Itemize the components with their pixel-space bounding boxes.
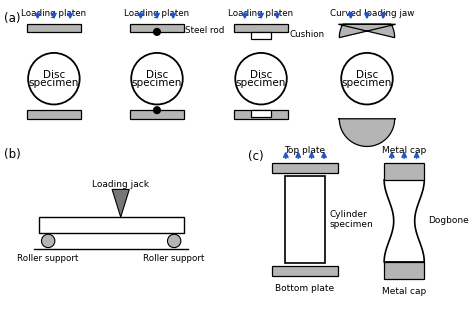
Bar: [234, 110, 288, 119]
Circle shape: [154, 107, 160, 114]
Text: Loading platen: Loading platen: [228, 9, 293, 18]
Bar: [234, 24, 288, 32]
Circle shape: [28, 53, 80, 105]
Polygon shape: [338, 24, 396, 38]
Text: Loading platen: Loading platen: [21, 9, 86, 18]
Circle shape: [42, 234, 55, 248]
Bar: [27, 24, 81, 32]
Text: specimen: specimen: [29, 78, 79, 89]
Bar: [38, 217, 184, 233]
Polygon shape: [338, 119, 396, 146]
Circle shape: [154, 29, 160, 35]
Bar: [252, 32, 271, 39]
Text: Roller support: Roller support: [144, 254, 205, 263]
Text: Top plate: Top plate: [284, 146, 326, 155]
Bar: [285, 176, 325, 263]
Circle shape: [235, 53, 287, 105]
Text: specimen: specimen: [132, 78, 182, 89]
Text: Disc: Disc: [250, 70, 272, 80]
Text: Roller support: Roller support: [18, 254, 79, 263]
Text: Loading jack: Loading jack: [92, 180, 149, 189]
Text: Cylinder
specimen: Cylinder specimen: [330, 210, 374, 229]
Text: Cushion: Cushion: [290, 30, 325, 39]
Bar: [384, 163, 424, 180]
Text: Bottom plate: Bottom plate: [275, 284, 335, 293]
Circle shape: [167, 234, 181, 248]
Text: Disc: Disc: [43, 70, 65, 80]
Circle shape: [131, 53, 183, 105]
Text: (b): (b): [4, 149, 21, 161]
Bar: [272, 266, 338, 276]
Text: Disc: Disc: [356, 70, 378, 80]
Text: Steel rod: Steel rod: [185, 27, 224, 36]
Bar: [27, 110, 81, 119]
Text: (a): (a): [4, 12, 21, 25]
Bar: [272, 163, 338, 173]
Text: Curved loading jaw: Curved loading jaw: [329, 9, 414, 18]
Text: Metal cap: Metal cap: [382, 146, 426, 155]
Bar: [384, 262, 424, 279]
Polygon shape: [384, 180, 424, 262]
Text: (c): (c): [247, 150, 263, 163]
Text: Disc: Disc: [146, 70, 168, 80]
Bar: [130, 24, 184, 32]
Text: specimen: specimen: [236, 78, 286, 89]
Circle shape: [341, 53, 393, 105]
Bar: [252, 110, 271, 117]
Bar: [130, 110, 184, 119]
Text: Dogbone: Dogbone: [428, 217, 469, 225]
Text: Loading platen: Loading platen: [124, 9, 190, 18]
Text: specimen: specimen: [342, 78, 392, 89]
Polygon shape: [112, 189, 129, 217]
Text: Metal cap: Metal cap: [382, 287, 426, 296]
